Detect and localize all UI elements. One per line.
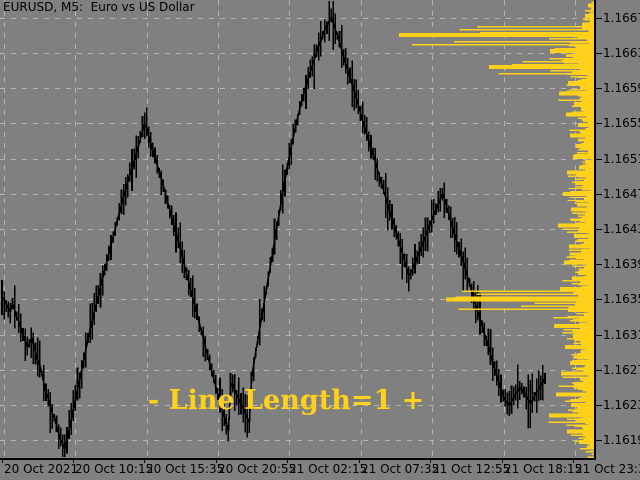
time-axis-label: 21 Oct 07:35 xyxy=(361,462,440,476)
price-axis-label: 1.16470 xyxy=(603,187,640,201)
time-tick xyxy=(287,458,288,463)
price-axis-label: 1.16270 xyxy=(603,363,640,377)
time-tick xyxy=(359,458,360,463)
price-tick xyxy=(596,299,602,300)
price-axis-label: 1.16550 xyxy=(603,116,640,130)
time-tick xyxy=(144,458,145,463)
price-tick xyxy=(596,53,602,54)
time-tick xyxy=(73,458,74,463)
price-tick xyxy=(596,264,602,265)
price-tick xyxy=(596,370,602,371)
time-tick xyxy=(430,458,431,463)
price-tick xyxy=(596,18,602,19)
time-axis-label: 21 Oct 18:15 xyxy=(504,462,583,476)
line-length-control[interactable]: - Line Length=1 + xyxy=(148,385,425,416)
price-axis-label: 1.16630 xyxy=(603,46,640,60)
time-axis-label: 20 Oct 15:35 xyxy=(146,462,225,476)
time-axis-label: 21 Oct 23:35 xyxy=(575,462,640,476)
chart-title: EURUSD, M5: Euro vs US Dollar xyxy=(3,0,195,14)
price-axis-label: 1.16390 xyxy=(603,257,640,271)
price-bars xyxy=(1,1,546,457)
time-axis-label: 20 Oct 20:55 xyxy=(218,462,297,476)
price-tick xyxy=(596,123,602,124)
price-tick xyxy=(596,440,602,441)
price-axis-label: 1.16510 xyxy=(603,152,640,166)
time-axis-label: 21 Oct 12:55 xyxy=(432,462,511,476)
time-axis-label: 20 Oct 10:15 xyxy=(75,462,154,476)
price-tick xyxy=(596,229,602,230)
time-tick xyxy=(216,458,217,463)
price-tick xyxy=(596,194,602,195)
price-tick xyxy=(596,405,602,406)
time-axis-label: 20 Oct 2021 xyxy=(4,462,79,476)
price-axis-line[interactable] xyxy=(594,0,596,460)
price-axis-label: 1.16230 xyxy=(603,398,640,412)
time-axis-line xyxy=(0,458,594,460)
price-axis-label: 1.16310 xyxy=(603,328,640,342)
price-tick xyxy=(596,88,602,89)
price-axis-label: 1.16590 xyxy=(603,81,640,95)
time-tick xyxy=(2,458,3,463)
price-axis-label: 1.16430 xyxy=(603,222,640,236)
price-axis-label: 1.16350 xyxy=(603,292,640,306)
profile-bins xyxy=(399,1,594,458)
price-tick xyxy=(596,335,602,336)
price-axis-label: 1.16670 xyxy=(603,11,640,25)
time-axis-label: 21 Oct 02:15 xyxy=(289,462,368,476)
time-tick xyxy=(502,458,503,463)
price-axis-label: 1.16190 xyxy=(603,433,640,447)
price-tick xyxy=(596,159,602,160)
time-tick xyxy=(573,458,574,463)
